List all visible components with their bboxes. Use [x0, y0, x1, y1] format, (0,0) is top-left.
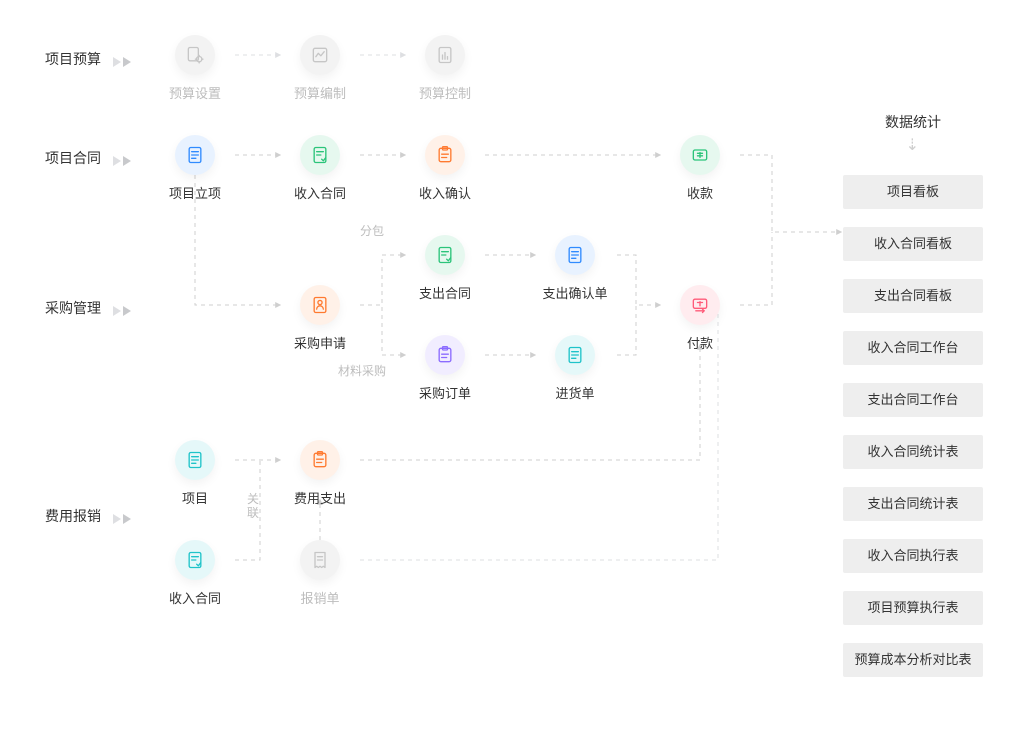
flow-node-fk[interactable]: 付款: [660, 285, 740, 352]
flow-node-label: 采购申请: [280, 333, 360, 352]
stat-button[interactable]: 预算成本分析对比表: [843, 643, 983, 677]
flow-node-label: 预算设置: [155, 83, 235, 102]
flow-node-label: 项目: [155, 488, 235, 507]
flow-node-label: 费用支出: [280, 488, 360, 507]
flow-node-sk[interactable]: 收款: [660, 135, 740, 202]
flow-node-label: 报销单: [280, 588, 360, 607]
flow-node-jhd[interactable]: 进货单: [535, 335, 615, 402]
money-icon: [680, 135, 720, 175]
stat-button[interactable]: 支出合同统计表: [843, 487, 983, 521]
stat-button[interactable]: 支出合同工作台: [843, 383, 983, 417]
flow-node-label: 预算控制: [405, 83, 485, 102]
section-arrow-icon: [113, 152, 133, 162]
doc-gear-icon: [175, 35, 215, 75]
edge-label: 分包: [360, 222, 384, 239]
section-arrow-icon: [113, 302, 133, 312]
doc-icon: [175, 440, 215, 480]
edge-label: 关联: [247, 492, 261, 520]
flow-node-srqr[interactable]: 收入确认: [405, 135, 485, 202]
flow-node-label: 项目立项: [155, 183, 235, 202]
receipt-icon: [300, 540, 340, 580]
doc-check-icon: [300, 135, 340, 175]
stat-button[interactable]: 支出合同看板: [843, 279, 983, 313]
doc-icon: [555, 335, 595, 375]
flow-node-zcqrd[interactable]: 支出确认单: [535, 235, 615, 302]
stat-button[interactable]: 收入合同统计表: [843, 435, 983, 469]
stat-button[interactable]: 收入合同执行表: [843, 539, 983, 573]
chart-icon: [300, 35, 340, 75]
doc-check-icon: [425, 235, 465, 275]
stat-button[interactable]: 收入合同看板: [843, 227, 983, 261]
doc-icon: [555, 235, 595, 275]
money-out-icon: [680, 285, 720, 325]
flow-node-fyzc[interactable]: 费用支出: [280, 440, 360, 507]
doc-bars-icon: [425, 35, 465, 75]
doc-icon: [175, 135, 215, 175]
person-doc-icon: [300, 285, 340, 325]
stats-title-arrow-icon: ⇣: [906, 138, 919, 154]
edge-label: 材料采购: [338, 362, 386, 379]
section-arrow-icon: [113, 53, 133, 63]
flow-node-bxd[interactable]: 报销单: [280, 540, 360, 607]
flow-node-xm[interactable]: 项目: [155, 440, 235, 507]
flow-node-yskz[interactable]: 预算控制: [405, 35, 485, 102]
flow-node-xmlx[interactable]: 项目立项: [155, 135, 235, 202]
flow-node-label: 采购订单: [405, 383, 485, 402]
flow-node-label: 进货单: [535, 383, 615, 402]
flow-node-label: 收款: [660, 183, 740, 202]
stat-button[interactable]: 收入合同工作台: [843, 331, 983, 365]
section-arrow-icon: [113, 510, 133, 520]
stat-button[interactable]: 项目预算执行表: [843, 591, 983, 625]
flow-node-yssz[interactable]: 预算设置: [155, 35, 235, 102]
flow-node-label: 支出合同: [405, 283, 485, 302]
flow-node-cgsq[interactable]: 采购申请: [280, 285, 360, 352]
flow-node-ysbz[interactable]: 预算编制: [280, 35, 360, 102]
slip-icon: [425, 335, 465, 375]
flow-node-srht2[interactable]: 收入合同: [155, 540, 235, 607]
flow-node-label: 付款: [660, 333, 740, 352]
stats-title: 数据统计: [843, 112, 983, 132]
flow-node-label: 收入合同: [155, 588, 235, 607]
section-label-expense: 费用报销: [45, 506, 101, 526]
slip-icon: [300, 440, 340, 480]
section-label-contract: 项目合同: [45, 148, 101, 168]
flow-node-label: 支出确认单: [535, 283, 615, 302]
slip-icon: [425, 135, 465, 175]
flow-node-label: 预算编制: [280, 83, 360, 102]
flow-node-label: 收入合同: [280, 183, 360, 202]
flow-node-label: 收入确认: [405, 183, 485, 202]
flow-node-zcht[interactable]: 支出合同: [405, 235, 485, 302]
section-label-purchase: 采购管理: [45, 298, 101, 318]
section-label-budget: 项目预算: [45, 49, 101, 69]
stat-button[interactable]: 项目看板: [843, 175, 983, 209]
flow-node-cgdd[interactable]: 采购订单: [405, 335, 485, 402]
flow-node-srht[interactable]: 收入合同: [280, 135, 360, 202]
doc-check-icon: [175, 540, 215, 580]
